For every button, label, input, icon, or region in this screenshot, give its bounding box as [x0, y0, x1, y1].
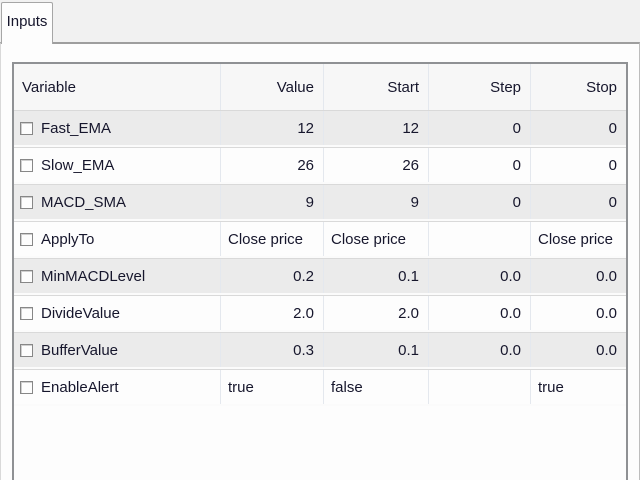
- row-checkbox[interactable]: [20, 269, 33, 283]
- variable-name: BufferValue: [41, 341, 118, 359]
- step-cell[interactable]: [428, 370, 530, 404]
- column-header-variable[interactable]: Variable: [22, 78, 76, 96]
- start-cell[interactable]: 12: [323, 111, 428, 145]
- table-row-minmacdlevel[interactable]: MinMACDLevel 0.2 0.1 0.0 0.0: [14, 258, 626, 295]
- variable-cell[interactable]: EnableAlert: [14, 370, 220, 404]
- table-row-macd-sma[interactable]: MACD_SMA 9 9 0 0: [14, 184, 626, 221]
- start-cell[interactable]: 9: [323, 185, 428, 219]
- start-cell[interactable]: 0.1: [323, 333, 428, 367]
- step-cell[interactable]: [428, 222, 530, 256]
- step-cell[interactable]: 0.0: [428, 259, 530, 293]
- stop-cell[interactable]: 0.0: [530, 333, 626, 367]
- table-row-fast-ema[interactable]: Fast_EMA 12 12 0 0: [14, 110, 626, 147]
- stop-cell[interactable]: 0.0: [530, 296, 626, 330]
- variable-name: MACD_SMA: [41, 193, 127, 211]
- parameters-table: Variable Value Start Step Stop Fast_EMA …: [12, 62, 628, 480]
- variable-name: Fast_EMA: [41, 119, 112, 137]
- variable-cell[interactable]: MACD_SMA: [14, 185, 220, 219]
- variable-name: Slow_EMA: [41, 156, 115, 174]
- variable-cell[interactable]: Fast_EMA: [14, 111, 220, 145]
- table-row-dividevalue[interactable]: DivideValue 2.0 2.0 0.0 0.0: [14, 295, 626, 332]
- stop-cell[interactable]: 0: [530, 111, 626, 145]
- table-header-row: Variable Value Start Step Stop: [14, 64, 626, 110]
- value-cell[interactable]: 2.0: [220, 296, 323, 330]
- value-cell[interactable]: Close price: [220, 222, 323, 256]
- step-cell[interactable]: 0: [428, 111, 530, 145]
- row-checkbox[interactable]: [20, 121, 33, 135]
- stop-cell[interactable]: true: [530, 370, 626, 404]
- stop-cell[interactable]: 0: [530, 148, 626, 182]
- table-row-slow-ema[interactable]: Slow_EMA 26 26 0 0: [14, 147, 626, 184]
- variable-name: MinMACDLevel: [41, 267, 146, 285]
- stop-cell[interactable]: Close price: [530, 222, 626, 256]
- column-header-step[interactable]: Step: [428, 64, 530, 110]
- row-checkbox[interactable]: [20, 343, 33, 357]
- inputs-tab-page: Variable Value Start Step Stop Fast_EMA …: [0, 42, 640, 480]
- table-row-applyto[interactable]: ApplyTo Close price Close price Close pr…: [14, 221, 626, 258]
- step-cell[interactable]: 0.0: [428, 333, 530, 367]
- value-cell[interactable]: 9: [220, 185, 323, 219]
- variable-cell[interactable]: BufferValue: [14, 333, 220, 367]
- tab-inputs-label: Inputs: [6, 13, 48, 30]
- column-header-value[interactable]: Value: [220, 64, 323, 110]
- variable-name: ApplyTo: [41, 230, 95, 248]
- value-cell[interactable]: 26: [220, 148, 323, 182]
- start-cell[interactable]: 26: [323, 148, 428, 182]
- row-checkbox[interactable]: [20, 232, 33, 246]
- row-checkbox[interactable]: [20, 195, 33, 209]
- variable-cell[interactable]: Slow_EMA: [14, 148, 220, 182]
- start-cell[interactable]: 2.0: [323, 296, 428, 330]
- value-cell[interactable]: 12: [220, 111, 323, 145]
- row-checkbox[interactable]: [20, 380, 33, 394]
- table-row-buffervalue[interactable]: BufferValue 0.3 0.1 0.0 0.0: [14, 332, 626, 369]
- tab-inputs[interactable]: Inputs: [1, 2, 53, 44]
- step-cell[interactable]: 0.0: [428, 296, 530, 330]
- start-cell[interactable]: Close price: [323, 222, 428, 256]
- value-cell[interactable]: 0.3: [220, 333, 323, 367]
- start-cell[interactable]: 0.1: [323, 259, 428, 293]
- stop-cell[interactable]: 0: [530, 185, 626, 219]
- column-header-start[interactable]: Start: [323, 64, 428, 110]
- column-header-stop[interactable]: Stop: [530, 64, 626, 110]
- variable-name: EnableAlert: [41, 378, 119, 396]
- row-checkbox[interactable]: [20, 306, 33, 320]
- variable-cell[interactable]: MinMACDLevel: [14, 259, 220, 293]
- variable-name: DivideValue: [41, 304, 120, 322]
- value-cell[interactable]: true: [220, 370, 323, 404]
- start-cell[interactable]: false: [323, 370, 428, 404]
- variable-cell[interactable]: ApplyTo: [14, 222, 220, 256]
- row-checkbox[interactable]: [20, 158, 33, 172]
- stop-cell[interactable]: 0.0: [530, 259, 626, 293]
- variable-cell[interactable]: DivideValue: [14, 296, 220, 330]
- step-cell[interactable]: 0: [428, 185, 530, 219]
- step-cell[interactable]: 0: [428, 148, 530, 182]
- value-cell[interactable]: 0.2: [220, 259, 323, 293]
- table-row-enablealert[interactable]: EnableAlert true false true: [14, 369, 626, 406]
